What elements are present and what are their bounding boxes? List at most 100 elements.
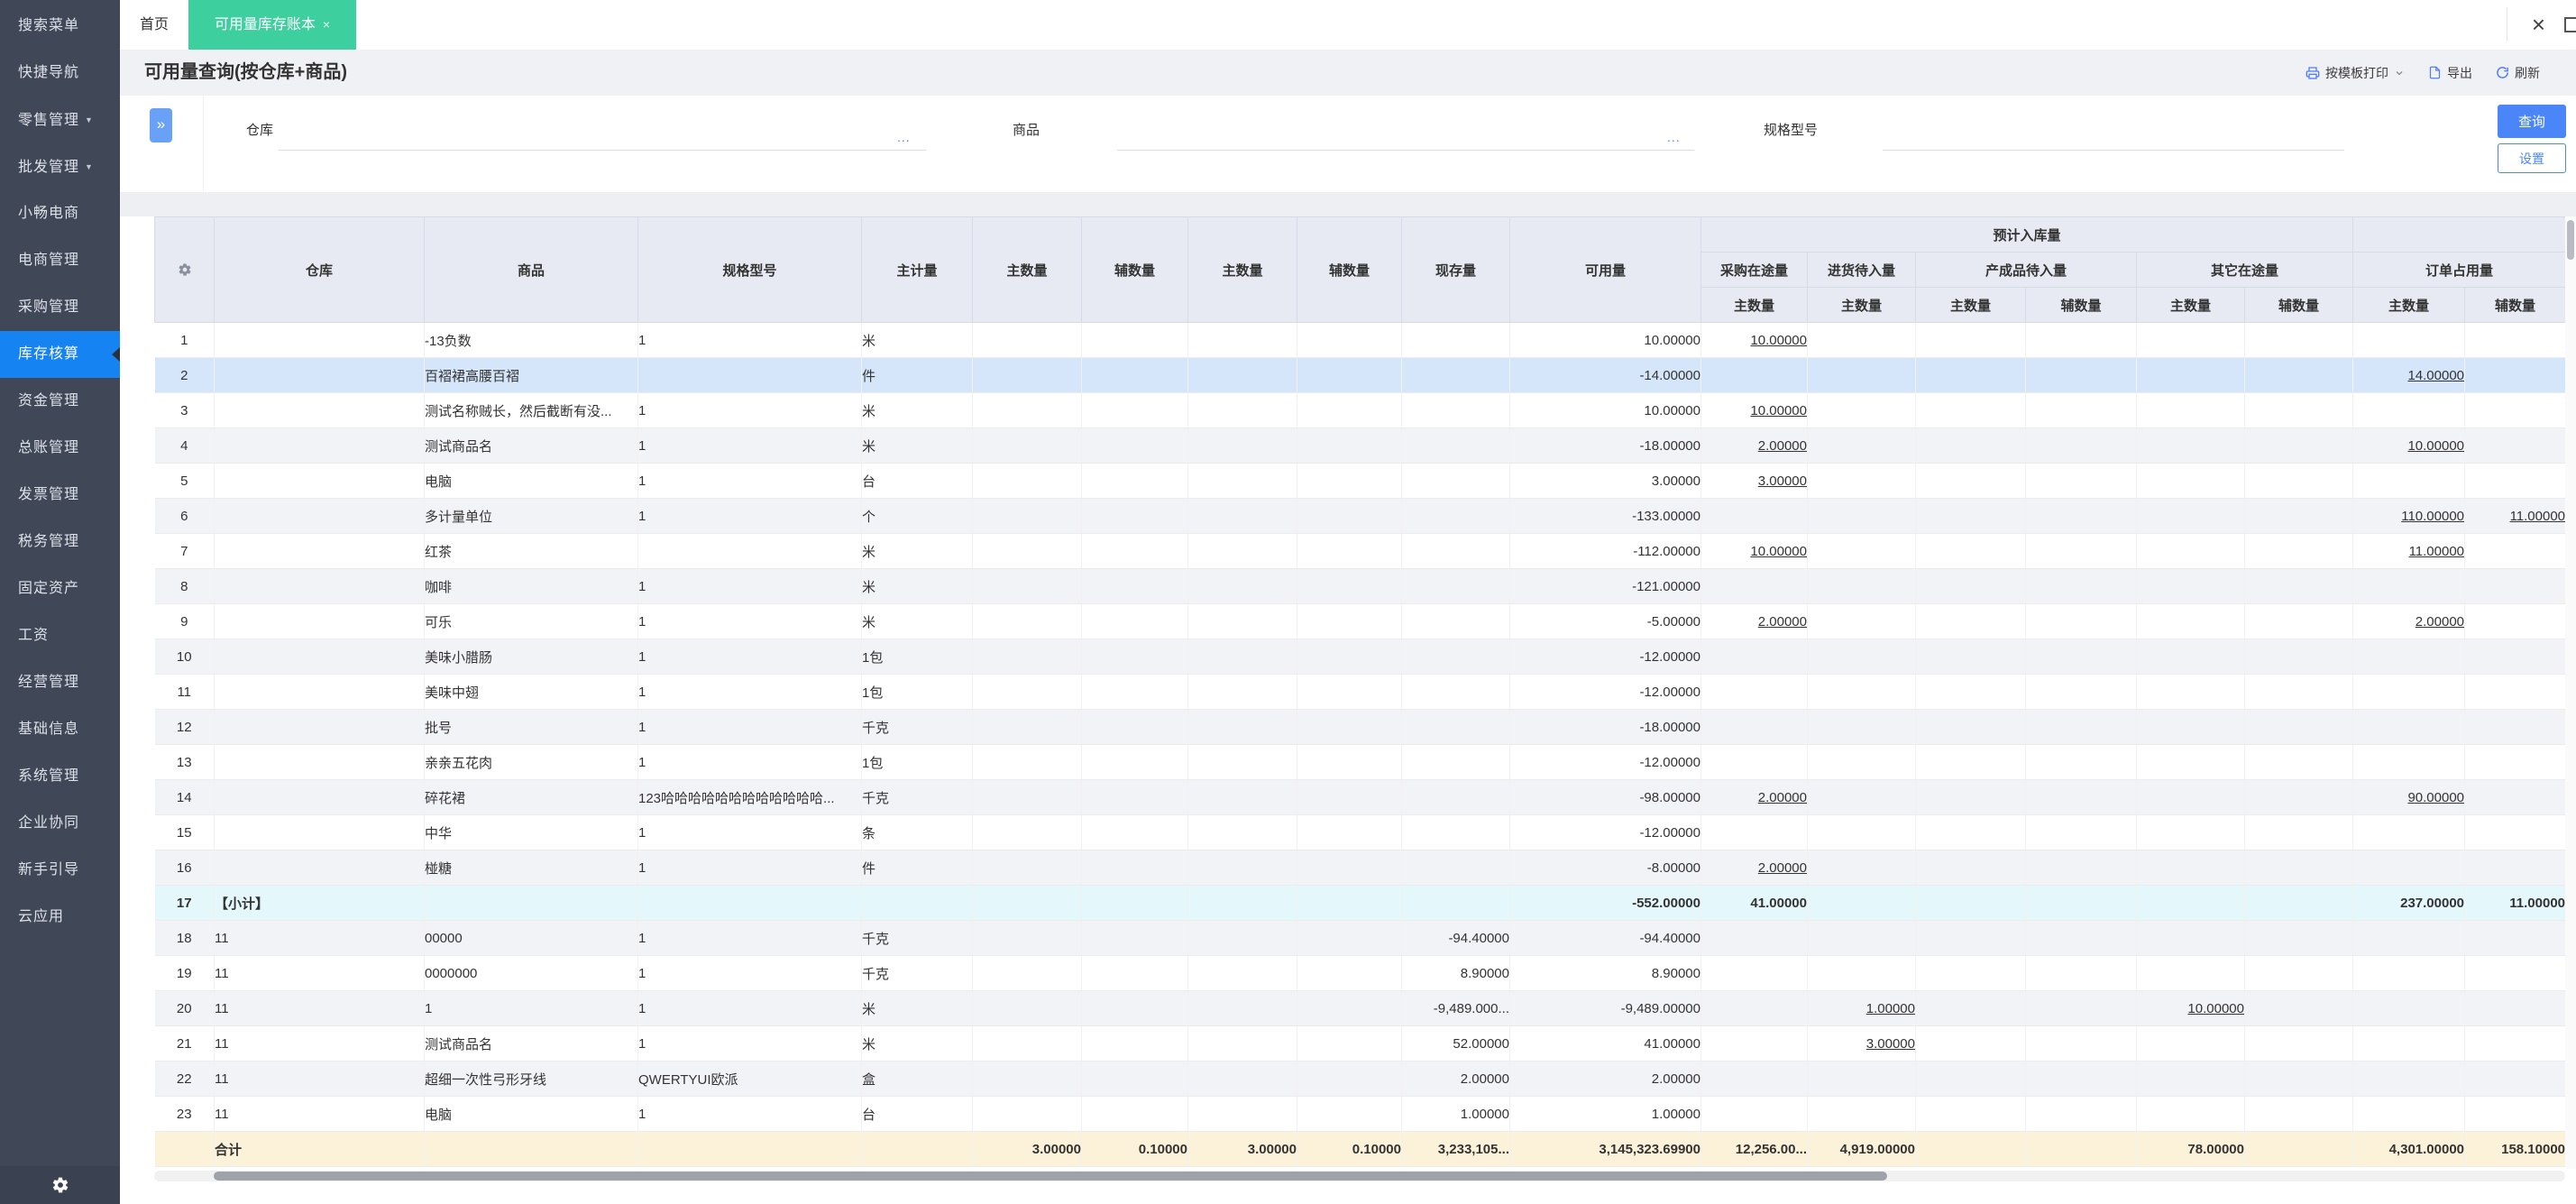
close-icon[interactable]: × — [2531, 11, 2545, 38]
sidebar-item-资金管理[interactable]: 资金管理 — [0, 378, 120, 425]
cell — [424, 885, 638, 921]
cell: 1 — [637, 920, 862, 956]
sidebar-item-基础信息[interactable]: 基础信息 — [0, 706, 120, 753]
drilldown-link[interactable]: 10.00000 — [1701, 392, 1808, 428]
chevron-down-icon[interactable] — [2394, 68, 2405, 78]
sidebar-item-零售管理[interactable]: 零售管理 ▼ — [0, 97, 120, 143]
sidebar-item-电商管理[interactable]: 电商管理 — [0, 237, 120, 284]
drilldown-link[interactable]: 14.00000 — [2352, 357, 2466, 393]
table-row[interactable]: 10 美味小腊肠 1 1包 -12.00000 — [154, 639, 2567, 675]
gear-icon[interactable] — [51, 1176, 69, 1194]
cell — [214, 498, 425, 534]
cell — [1297, 357, 1402, 393]
sidebar-item-批发管理[interactable]: 批发管理 ▼ — [0, 143, 120, 190]
sidebar-item-系统管理[interactable]: 系统管理 — [0, 753, 120, 800]
sidebar-item-新手引导[interactable]: 新手引导 — [0, 847, 120, 894]
warehouse-filter-input[interactable] — [279, 150, 926, 151]
sidebar-item-固定资产[interactable]: 固定资产 — [0, 565, 120, 612]
table-row[interactable]: 18 11 00000 1 千克 -94.40000 -94.40000 — [154, 920, 2567, 956]
drilldown-link[interactable]: 10.00000 — [1701, 322, 1808, 358]
table-row[interactable]: 2 百褶裙高腰百褶 件 -14.00000 14.00000 — [154, 357, 2567, 393]
sidebar-item-库存核算[interactable]: 库存核算 — [0, 331, 120, 378]
drilldown-link[interactable]: 11.00000 — [2464, 498, 2567, 534]
sidebar-item-总账管理[interactable]: 总账管理 — [0, 425, 120, 472]
horizontal-scrollbar-thumb[interactable] — [214, 1172, 1887, 1181]
drilldown-link[interactable]: 2.00000 — [1701, 779, 1808, 815]
sidebar-item-小畅电商[interactable]: 小畅电商 — [0, 190, 120, 237]
collapse-button[interactable]: » — [150, 108, 172, 142]
sidebar-item-企业协同[interactable]: 企业协同 — [0, 800, 120, 847]
sidebar-item-发票管理[interactable]: 发票管理 — [0, 472, 120, 519]
cell: 【小计】 — [214, 885, 425, 921]
cell: 52.00000 — [1401, 1025, 1510, 1062]
drilldown-link[interactable]: 2.00000 — [1701, 427, 1808, 464]
horizontal-scrollbar[interactable] — [154, 1171, 2565, 1181]
drilldown-link[interactable]: 10.00000 — [2352, 427, 2466, 464]
drilldown-link[interactable]: 110.00000 — [2352, 498, 2466, 534]
table-row[interactable]: 19 11 0000000 1 千克 8.90000 8.90000 — [154, 955, 2567, 991]
drilldown-link[interactable]: 2.00000 — [2352, 603, 2466, 639]
export-button[interactable]: 导出 — [2428, 64, 2472, 82]
drilldown-link[interactable]: 11.00000 — [2352, 533, 2466, 569]
table-row[interactable]: 21 11 测试商品名 1 米 52.00000 41.00000 3.00000 — [154, 1025, 2567, 1062]
product-filter-input[interactable] — [1117, 150, 1694, 151]
table-row[interactable]: 1 -13负数 1 米 10.00000 10.00000 — [154, 322, 2567, 358]
spec-filter-input[interactable] — [1883, 150, 2344, 151]
sidebar-item-采购管理[interactable]: 采购管理 — [0, 284, 120, 331]
table-row[interactable]: 15 中华 1 条 -12.00000 — [154, 814, 2567, 850]
drilldown-link[interactable]: 10.00000 — [2136, 990, 2245, 1026]
sidebar-item-云应用[interactable]: 云应用 — [0, 894, 120, 941]
sidebar-item-工资[interactable]: 工资 — [0, 612, 120, 659]
sidebar-item-快捷导航[interactable]: 快捷导航 — [0, 50, 120, 97]
sidebar-item-label: 小畅电商 — [18, 206, 80, 221]
table-row[interactable]: 14 碎花裙 123哈哈哈哈哈哈哈哈哈哈哈哈... 千克 -98.00000 2.0000… — [154, 779, 2567, 815]
tab-close-icon[interactable]: × — [322, 17, 331, 32]
cell: 测试商品名 — [424, 427, 638, 464]
table-row[interactable]: 13 亲亲五花肉 1 1包 -12.00000 — [154, 744, 2567, 780]
drilldown-link[interactable]: 90.00000 — [2352, 779, 2466, 815]
vertical-scrollbar[interactable] — [2565, 216, 2576, 1169]
table-row[interactable]: 5 电脑 1 台 3.00000 3.00000 — [154, 463, 2567, 499]
sidebar-item-label: 发票管理 — [18, 487, 80, 502]
table-row[interactable]: 11 美味中翅 1 1包 -12.00000 — [154, 674, 2567, 710]
sidebar-item-搜索菜单[interactable]: 搜索菜单 — [0, 3, 120, 50]
cell — [2352, 1096, 2466, 1132]
cell — [972, 392, 1082, 428]
cell — [1081, 603, 1188, 639]
drilldown-link[interactable]: 2.00000 — [1701, 850, 1808, 886]
drilldown-link[interactable]: 10.00000 — [1701, 533, 1808, 569]
drilldown-link[interactable]: 1.00000 — [1807, 990, 1916, 1026]
cell — [1915, 1096, 2026, 1132]
cell — [1081, 357, 1188, 393]
settings-button[interactable]: 设置 — [2498, 143, 2566, 173]
table-row[interactable]: 7 红茶 米 -112.00000 10.00000 11.00000 — [154, 533, 2567, 569]
subtotal-row[interactable]: 17 【小计】 -552.00000 41.00000 237.00000 11.0000… — [154, 885, 2567, 921]
window-restore-icon[interactable] — [2564, 17, 2576, 32]
cell: -14.00000 — [1509, 357, 1701, 393]
table-row[interactable]: 3 测试名称贼长，然后截断有没... 1 米 10.00000 10.00000 — [154, 392, 2567, 428]
table-row[interactable]: 22 11 超细一次性弓形牙线 QWERTYUI欧派盒 2.00000 2.00000 — [154, 1061, 2567, 1097]
sidebar-item-税务管理[interactable]: 税务管理 — [0, 519, 120, 565]
drilldown-link[interactable]: 3.00000 — [1701, 463, 1808, 499]
warehouse-more-icon[interactable]: ... — [897, 130, 911, 144]
table-row[interactable]: 20 11 1 1 米 -9,489.000... -9,489.00000 1.00000 1… — [154, 990, 2567, 1026]
table-row[interactable]: 9 可乐 1 米 -5.00000 2.00000 2.00000 — [154, 603, 2567, 639]
table-row[interactable]: 12 批号 1 千克 -18.00000 — [154, 709, 2567, 745]
query-button[interactable]: 查询 — [2498, 105, 2566, 138]
table-row[interactable]: 16 椪糖 1 件 -8.00000 2.00000 — [154, 850, 2567, 886]
drilldown-link[interactable]: 2.00000 — [1701, 603, 1808, 639]
table-row[interactable]: 23 11 电脑 1 台 1.00000 1.00000 — [154, 1096, 2567, 1132]
product-more-icon[interactable]: ... — [1667, 130, 1681, 144]
drilldown-link[interactable]: 3.00000 — [1807, 1025, 1916, 1062]
column-settings-gear-icon[interactable] — [154, 216, 215, 323]
table-row[interactable]: 4 测试商品名 1 米 -18.00000 2.00000 10.00000 — [154, 427, 2567, 464]
total-row: 合计 3.00000 0.10000 3.00000 0.10000 3,233,105.… — [154, 1131, 2567, 1167]
print-by-template-button[interactable]: 按模板打印 — [2306, 64, 2405, 82]
sidebar-item-经营管理[interactable]: 经营管理 — [0, 659, 120, 706]
refresh-button[interactable]: 刷新 — [2496, 64, 2540, 82]
vertical-scrollbar-thumb[interactable] — [2567, 220, 2574, 260]
tab-available-ledger[interactable]: 可用量库存账本 × — [188, 0, 356, 50]
tab-home[interactable]: 首页 — [120, 0, 188, 50]
table-row[interactable]: 6 多计量单位 1 个 -133.00000 110.00000 11.00000 — [154, 498, 2567, 534]
table-row[interactable]: 8 咖啡 1 米 -121.00000 — [154, 568, 2567, 604]
